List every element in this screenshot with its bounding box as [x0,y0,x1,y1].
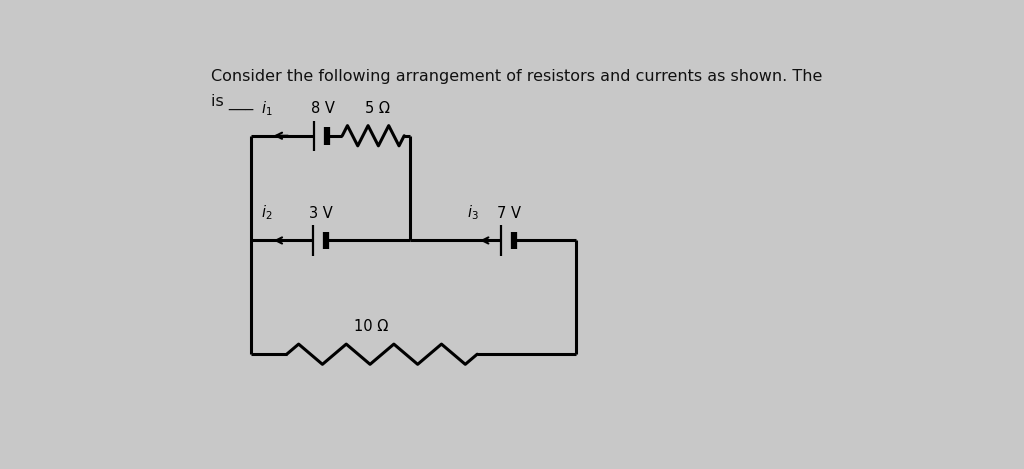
Text: Consider the following arrangement of resistors and currents as shown. The: Consider the following arrangement of re… [211,69,822,84]
Text: 3 V: 3 V [309,205,333,220]
Text: is ___: is ___ [211,94,254,110]
Text: $i_1$: $i_1$ [261,99,272,118]
Text: 5 Ω: 5 Ω [366,101,390,116]
Text: $i_2$: $i_2$ [261,204,272,222]
Text: 10 Ω: 10 Ω [354,319,388,334]
Text: 8 V: 8 V [310,101,335,116]
Text: 7 V: 7 V [497,205,521,220]
Text: $i_3$: $i_3$ [467,204,479,222]
